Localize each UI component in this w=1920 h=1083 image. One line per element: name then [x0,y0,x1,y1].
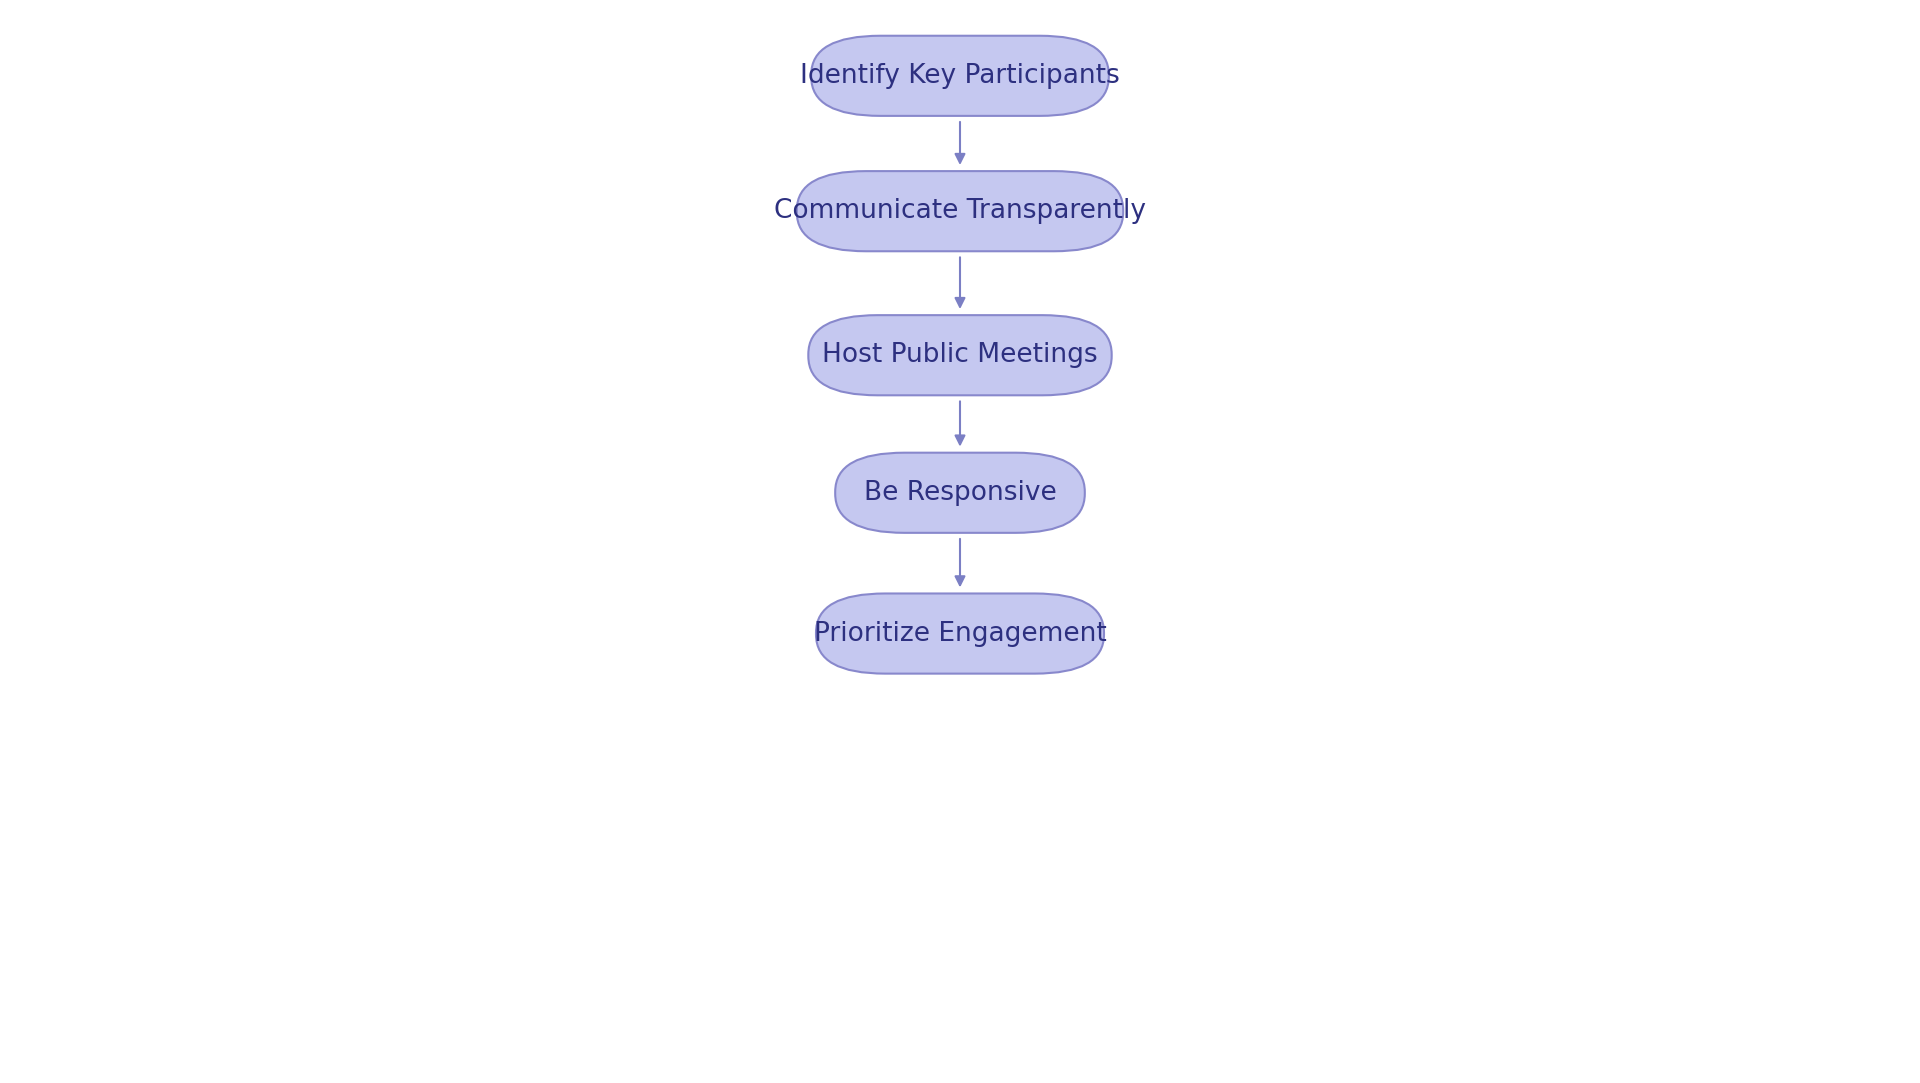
Text: Communicate Transparently: Communicate Transparently [774,198,1146,224]
Text: Be Responsive: Be Responsive [864,480,1056,506]
Text: Identify Key Participants: Identify Key Participants [801,63,1119,89]
FancyBboxPatch shape [808,315,1112,395]
FancyBboxPatch shape [810,36,1110,116]
Text: Host Public Meetings: Host Public Meetings [822,342,1098,368]
FancyBboxPatch shape [797,171,1123,251]
FancyBboxPatch shape [816,593,1104,674]
Text: Prioritize Engagement: Prioritize Engagement [814,621,1106,647]
FancyBboxPatch shape [835,453,1085,533]
